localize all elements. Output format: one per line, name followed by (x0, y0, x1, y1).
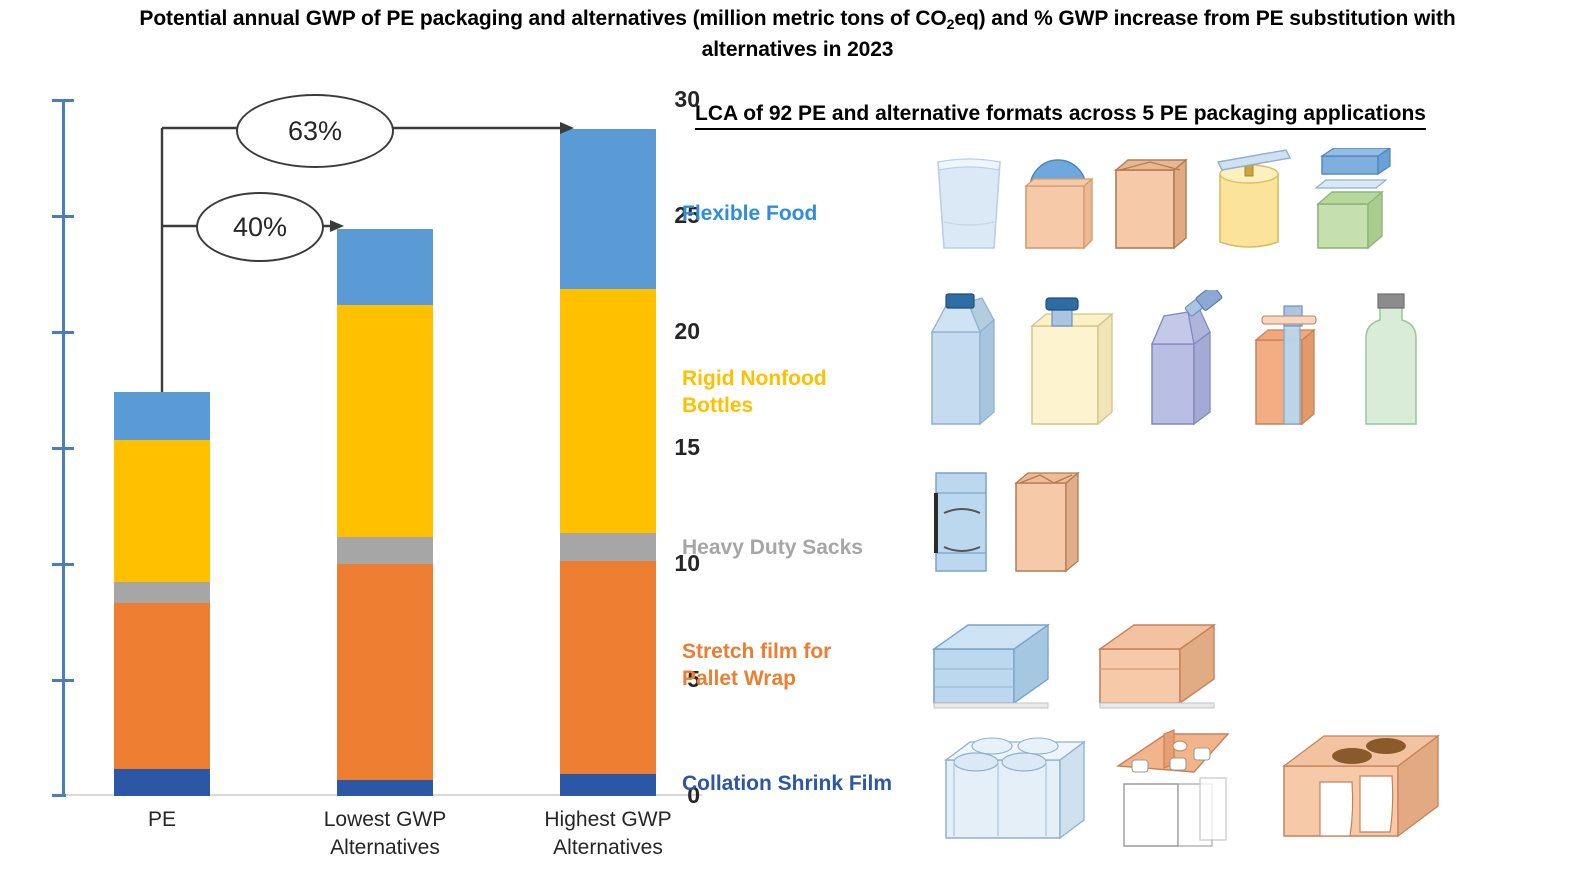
page-title: Potential annual GWP of PE packaging and… (0, 4, 1595, 65)
segment-flexible-food[interactable] (560, 129, 656, 289)
legend-label-collation-shrink-film: Collation Shrink Film (682, 770, 892, 797)
legend-text-line1: Rigid Nonfood (682, 367, 827, 390)
callout-bubble-63[interactable]: 63% (236, 94, 394, 168)
callout-label-40: 40% (232, 211, 288, 242)
illustration-row-heavy-duty-sacks (928, 465, 1084, 575)
yellow-can-icon (1216, 149, 1292, 248)
title-subscript: 2 (946, 16, 955, 32)
callout-bubble-40[interactable]: 40% (196, 192, 324, 262)
segment-collation-shrink-film[interactable] (560, 774, 656, 796)
y-tick-25 (52, 215, 74, 218)
illustration-row-collation-shrink-film (928, 720, 1446, 852)
segment-stretch-film[interactable] (337, 564, 433, 780)
cardboard-pallet-box-icon (1097, 623, 1217, 709)
segment-flexible-food[interactable] (114, 392, 210, 440)
yellow-jug-icon (1030, 297, 1114, 426)
x-label-highest-line1: Highest GWP (544, 808, 672, 831)
x-label-highest-line2: Alternatives (553, 836, 663, 859)
illustration-row-stretch-film (928, 607, 1220, 711)
legend-text: Flexible Food (682, 202, 818, 225)
x-label-pe: PE (62, 806, 262, 834)
segment-flexible-food[interactable] (337, 229, 433, 305)
segment-stretch-film[interactable] (560, 561, 656, 774)
bar-pe[interactable] (114, 392, 210, 796)
blue-bottle-icon (930, 293, 995, 426)
y-tick-label-30: 30 (674, 86, 700, 112)
legend-text: Collation Shrink Film (682, 772, 893, 795)
legend-label-flexible-food: Flexible Food (682, 200, 817, 227)
y-tick-label-20: 20 (674, 318, 700, 344)
lca-heading: LCA of 92 PE and alternative formats acr… (695, 102, 1426, 130)
x-label-lowest-line1: Lowest GWP (323, 808, 447, 831)
illustration-panel: LCA of 92 PE and alternative formats acr… (660, 80, 1595, 886)
y-tick-15 (52, 447, 74, 450)
shrink-wrapped-bottles-icon (944, 737, 1086, 840)
stand-up-pouch-icon (937, 158, 1001, 249)
green-bottle-icon (1365, 293, 1417, 425)
x-label-pe-line1: PE (147, 808, 176, 831)
title-line-2: alternatives in 2023 (701, 38, 894, 61)
segment-collation-shrink-film[interactable] (114, 769, 210, 796)
y-tick-5 (52, 679, 74, 682)
segment-stretch-film[interactable] (114, 603, 210, 769)
cardboard-case-bottles-icon (1282, 734, 1440, 838)
y-tick-label-25: 25 (674, 202, 700, 228)
y-tick-label-0: 0 (687, 782, 700, 808)
title-line-1: Potential annual GWP of PE packaging and… (139, 7, 1456, 32)
segment-collation-shrink-film[interactable] (337, 780, 433, 796)
legend-text-line2: Pallet Wrap (682, 667, 796, 690)
legend-label-rigid-nonfood-bottles: Rigid Nonfood Bottles (682, 365, 827, 419)
cardboard-topper-bottles-icon (1115, 729, 1230, 847)
legend-text-line2: Bottles (682, 394, 754, 417)
bar-lowest-gwp-alternatives[interactable] (337, 229, 433, 796)
y-tick-label-10: 10 (674, 550, 700, 576)
blue-plastic-sack-icon (934, 472, 987, 572)
purple-spout-carton-icon (1151, 290, 1223, 426)
stacked-bar-chart: 30 25 20 15 10 5 0 PE Lowest GWP A (0, 80, 702, 886)
orange-carton-with-tube-icon (1254, 305, 1317, 426)
segment-rigid-nonfood-bottles[interactable] (337, 305, 433, 537)
y-tick-0 (52, 794, 66, 797)
paper-box-icon (1114, 158, 1188, 250)
y-tick-20 (52, 331, 74, 334)
illustration-row-rigid-nonfood-bottles (922, 290, 1428, 430)
legend-text-line1: Stretch film for (682, 640, 832, 663)
segment-rigid-nonfood-bottles[interactable] (560, 289, 656, 533)
paper-sack-icon (1014, 471, 1080, 573)
segment-heavy-duty-sacks[interactable] (560, 533, 656, 561)
x-label-lowest-line2: Alternatives (330, 836, 440, 859)
x-label-lowest: Lowest GWP Alternatives (285, 806, 485, 862)
illustration-row-flexible-food (930, 148, 1392, 253)
x-label-highest: Highest GWP Alternatives (508, 806, 708, 862)
carton-with-dome-icon (1024, 159, 1094, 250)
segment-heavy-duty-sacks[interactable] (337, 537, 433, 564)
blue-wrapped-pallet-icon (931, 623, 1051, 709)
legend-label-stretch-film: Stretch film for Pallet Wrap (682, 638, 831, 692)
y-tick-label-15: 15 (674, 434, 700, 460)
segment-heavy-duty-sacks[interactable] (114, 582, 210, 603)
y-tick-30 (52, 99, 74, 102)
callout-label-63: 63% (287, 115, 343, 146)
legend-text: Heavy Duty Sacks (682, 536, 863, 559)
green-box-with-lid-icon (1314, 148, 1392, 250)
bar-highest-gwp-alternatives[interactable] (560, 129, 656, 796)
y-tick-label-5: 5 (687, 666, 700, 692)
y-tick-10 (52, 563, 74, 566)
segment-rigid-nonfood-bottles[interactable] (114, 440, 210, 582)
legend-label-heavy-duty-sacks: Heavy Duty Sacks (682, 534, 863, 561)
